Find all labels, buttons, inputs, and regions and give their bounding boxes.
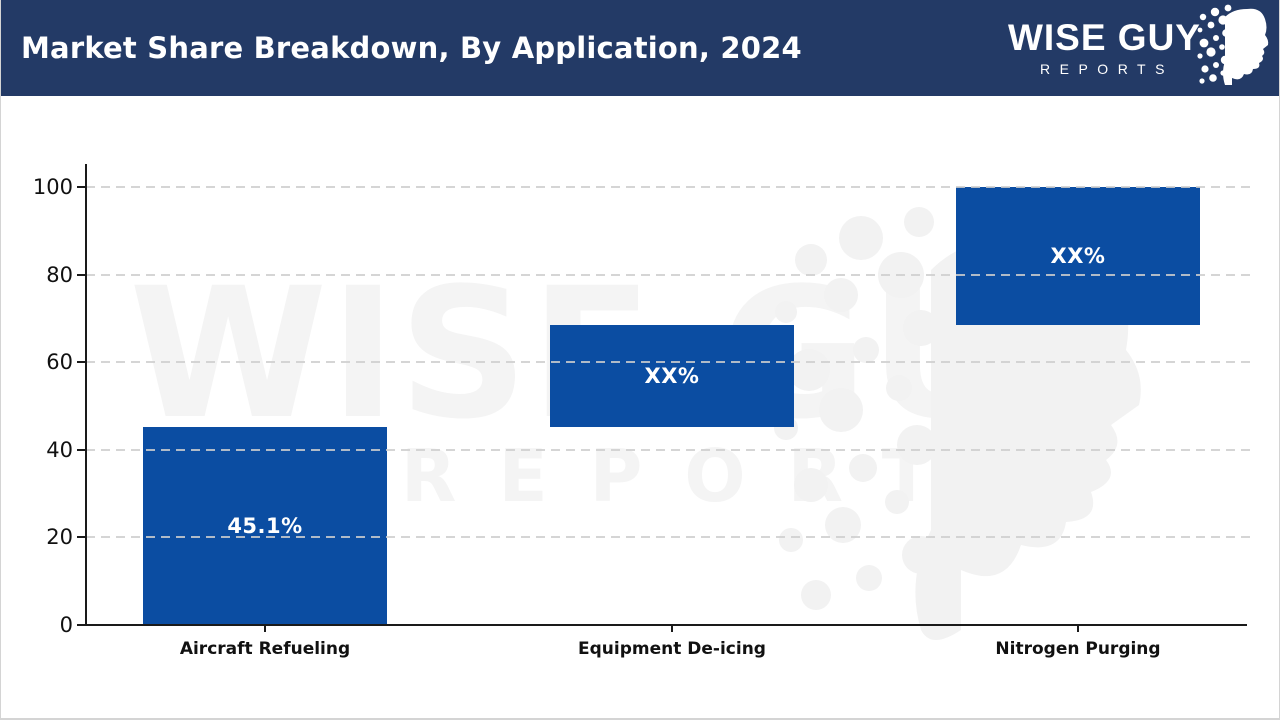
y-gridline [86, 273, 1254, 276]
y-tick-label: 40 [46, 437, 73, 462]
y-tick-label: 60 [46, 350, 73, 375]
y-tick-label: 0 [59, 613, 73, 637]
x-category-label: Nitrogen Purging [995, 639, 1161, 659]
bar-value-label: XX% [1050, 243, 1106, 268]
y-tick-mark [77, 624, 85, 626]
y-tick-mark [77, 361, 85, 364]
y-gridline [86, 361, 1254, 364]
logo-text: WISE GUY REPORTS [1007, 17, 1201, 77]
bar-segment: XX% [550, 324, 794, 428]
x-tick-mark [264, 625, 266, 632]
x-tick-mark [1077, 625, 1079, 632]
y-tick-mark [77, 536, 85, 539]
x-tick-mark [671, 625, 673, 632]
y-tick-label: 20 [46, 525, 73, 550]
y-tick-label: 80 [46, 262, 73, 287]
y-gridline [86, 448, 1254, 451]
logo-subtitle: REPORTS [1040, 60, 1174, 77]
wise-guy-reports-logo: WISE GUY REPORTS [1008, 4, 1269, 92]
y-gridline [86, 536, 1254, 539]
y-gridline [86, 186, 1254, 188]
page-title: Market Share Breakdown, By Application, … [21, 31, 802, 65]
logo-face-icon [1195, 3, 1269, 93]
y-tick-mark [77, 448, 85, 451]
y-tick-mark [77, 186, 85, 188]
x-category-label: Equipment De-icing [578, 639, 766, 659]
x-category-label: Aircraft Refueling [179, 639, 351, 659]
x-axis-line [84, 624, 1247, 626]
bar-segment: XX% [956, 187, 1200, 325]
y-tick-label: 100 [32, 175, 73, 199]
logo-wordmark: WISE GUY [1007, 17, 1201, 59]
watermark-subtitle: REPORTS [401, 434, 1067, 518]
bar-segment: 45.1% [143, 427, 387, 625]
bar-value-label: 45.1% [227, 514, 303, 539]
y-axis-line [85, 164, 87, 625]
bar-value-label: XX% [644, 364, 700, 389]
y-tick-mark [77, 273, 85, 276]
header-band: Market Share Breakdown, By Application, … [1, 0, 1279, 96]
